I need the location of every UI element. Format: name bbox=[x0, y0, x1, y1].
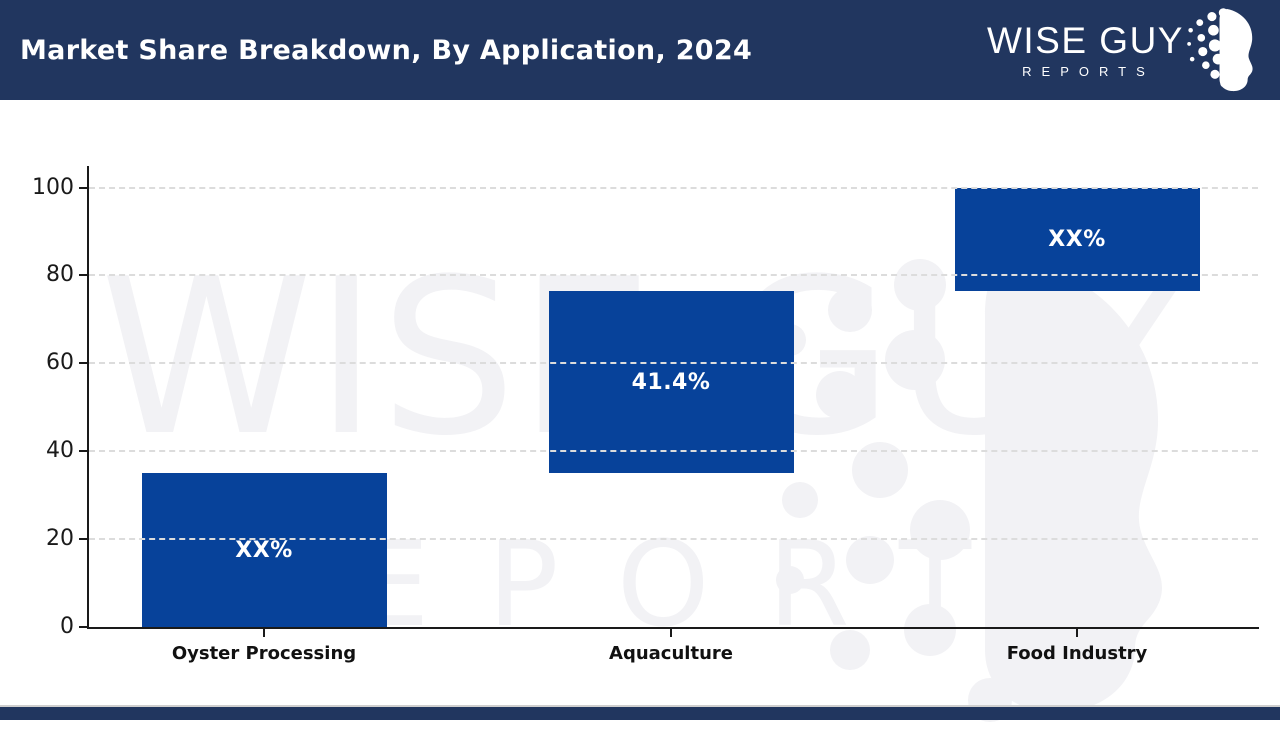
y-axis-tick bbox=[79, 538, 88, 541]
gridline bbox=[89, 186, 1258, 189]
x-axis-line bbox=[87, 627, 1259, 629]
y-axis-tick bbox=[79, 186, 88, 189]
x-axis-tick bbox=[1076, 629, 1078, 637]
y-axis-tick-label: 0 bbox=[60, 614, 74, 639]
x-axis-tick bbox=[263, 629, 265, 637]
bar-segment: XX% bbox=[141, 473, 387, 627]
header-bar: Market Share Breakdown, By Application, … bbox=[0, 0, 1280, 100]
wiseguy-logo-text: WISE GUY REPORTS bbox=[987, 22, 1184, 79]
y-axis-tick-label: 40 bbox=[46, 438, 74, 464]
chart-area: WISE GUY REPORTS 0 20 40 60 80 100 XX% 41.4% XX%… bbox=[0, 100, 1280, 722]
x-axis-category-label: Oyster Processing bbox=[171, 643, 357, 664]
y-axis-tick bbox=[79, 274, 88, 277]
bar-segment: 41.4% bbox=[548, 291, 794, 474]
wiseguy-face-icon bbox=[1187, 8, 1253, 92]
y-axis-tick-label: 100 bbox=[32, 174, 74, 200]
bar-value-label: XX% bbox=[235, 537, 293, 563]
y-axis-tick-label: 80 bbox=[46, 262, 74, 288]
x-axis-category-label: Food Industry bbox=[1006, 643, 1148, 664]
page-title: Market Share Breakdown, By Application, … bbox=[20, 34, 753, 66]
x-axis-category-label: Aquaculture bbox=[609, 643, 733, 664]
logo-brand-subtitle: REPORTS bbox=[1022, 63, 1155, 79]
y-axis-tick-label: 60 bbox=[46, 350, 74, 376]
gridline bbox=[89, 362, 1258, 365]
bar-value-label: 41.4% bbox=[631, 369, 711, 395]
wiseguy-logo: WISE GUY REPORTS bbox=[987, 7, 1256, 93]
gridline bbox=[89, 450, 1258, 453]
logo-brand-name: WISE GUY bbox=[986, 19, 1184, 61]
bar-value-label: XX% bbox=[1048, 226, 1106, 252]
y-axis-tick bbox=[79, 362, 88, 365]
y-axis-tick bbox=[79, 450, 88, 453]
y-axis-tick bbox=[79, 626, 88, 628]
x-axis-tick bbox=[670, 629, 672, 637]
footer-bar bbox=[0, 705, 1280, 720]
y-axis-line bbox=[87, 166, 89, 629]
y-axis-tick-label: 20 bbox=[46, 526, 74, 552]
gridline bbox=[89, 538, 1258, 541]
gridline bbox=[89, 274, 1258, 277]
